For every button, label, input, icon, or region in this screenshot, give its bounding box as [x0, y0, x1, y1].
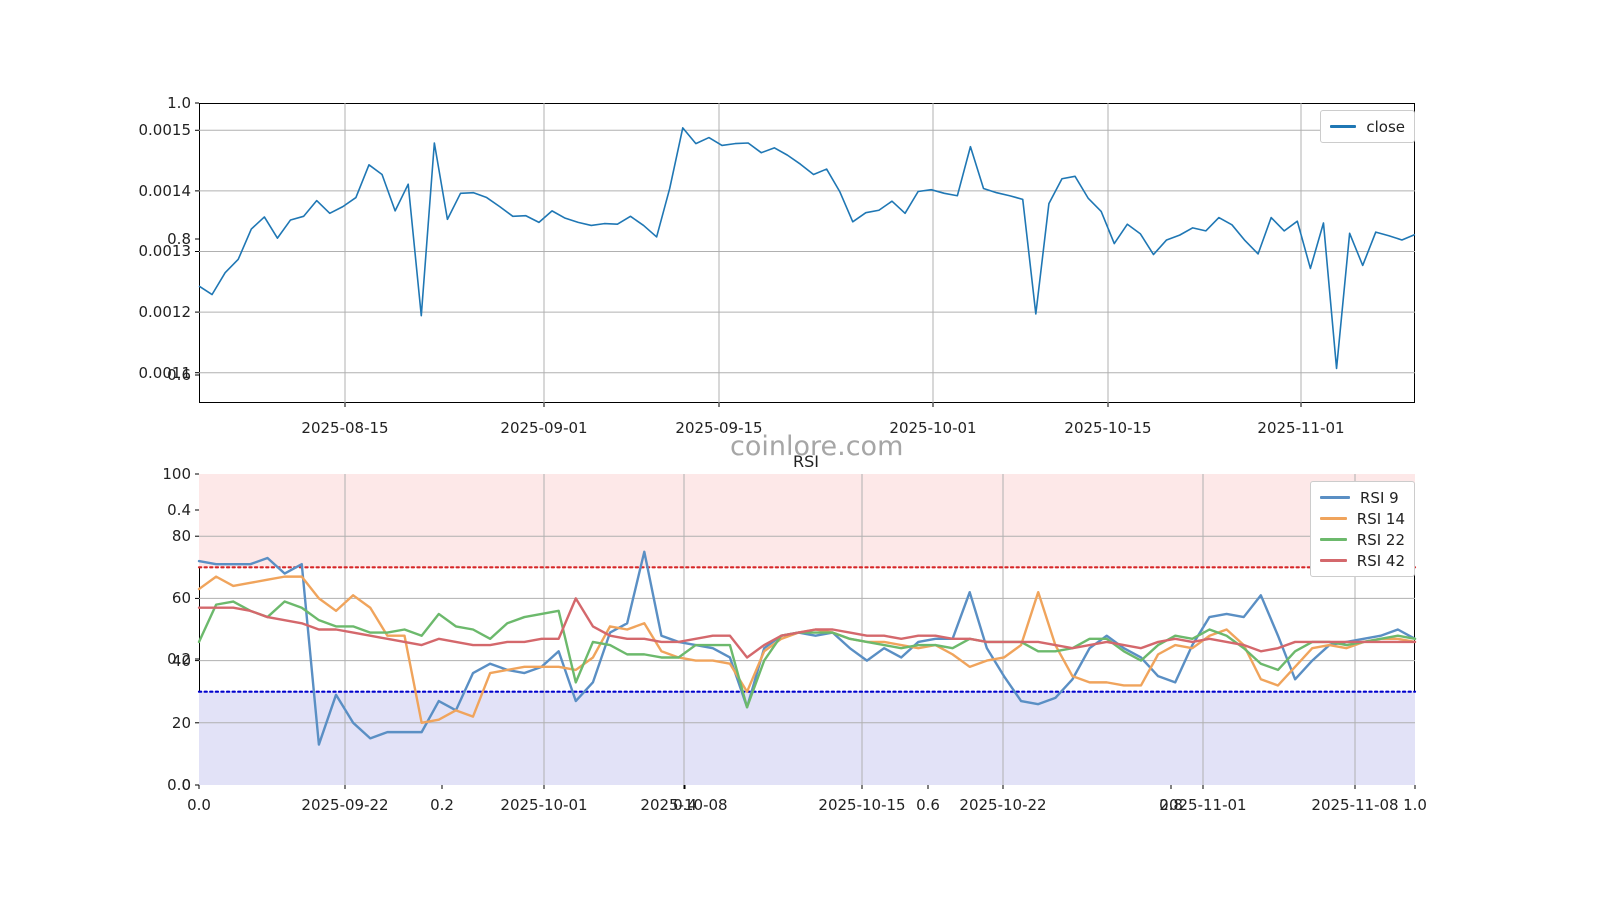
rsi-x-overlay-tick: 0.6 — [916, 796, 940, 814]
price-legend: close — [1320, 110, 1415, 143]
legend-item: RSI 42 — [1320, 550, 1405, 571]
legend-color-swatch — [1330, 125, 1357, 128]
legend-label: RSI 42 — [1356, 551, 1405, 570]
rsi-y-tick: 100 — [162, 465, 191, 483]
rsi-x-tick: 2025-10-08 — [640, 796, 728, 814]
rsi-y-tick: 60 — [171, 589, 191, 608]
legend-item: RSI 22 — [1320, 529, 1405, 550]
price-y-tick: 0.0012 — [138, 303, 192, 322]
price-y-overlay-tick: 0.6 — [167, 366, 191, 384]
legend-color-swatch — [1320, 495, 1350, 500]
price-plot-area — [199, 103, 1415, 403]
rsi-x-tick: 2025-11-01 — [1159, 796, 1247, 814]
rsi-legend: RSI 9 RSI 14 RSI 22 RSI 42 — [1310, 481, 1415, 577]
rsi-x-tick: 2025-10-22 — [959, 796, 1047, 814]
legend-color-swatch — [1320, 558, 1347, 563]
rsi-y-tick: 80 — [171, 527, 191, 546]
legend-color-swatch — [1320, 516, 1347, 521]
rsi-panel-title: RSI — [793, 452, 819, 471]
rsi-y-tick: 40 — [171, 651, 191, 670]
price-y-tick: 0.0011 — [138, 363, 192, 382]
rsi-x-overlay-tick: 0.2 — [430, 796, 454, 814]
rsi-y-overlay-tick: 0.0 — [167, 776, 191, 794]
legend-label: close — [1366, 117, 1405, 136]
legend-item: RSI 14 — [1320, 508, 1405, 529]
legend-item: close — [1330, 116, 1405, 137]
price-x-tick: 2025-11-01 — [1257, 419, 1345, 437]
price-x-tick: 2025-10-15 — [1064, 419, 1152, 437]
rsi-x-tick: 2025-09-22 — [301, 796, 389, 814]
price-x-tick: 2025-10-01 — [889, 419, 977, 437]
rsi-x-overlay-tick: 0.4 — [673, 796, 697, 814]
price-x-tick: 2025-08-15 — [301, 419, 389, 437]
rsi-y-overlay-tick: 0.4 — [167, 501, 191, 519]
rsi-x-tick: 2025-10-01 — [500, 796, 588, 814]
price-x-tick: 2025-09-15 — [675, 419, 763, 437]
rsi-x-overlay-tick: 0.8 — [1159, 796, 1183, 814]
rsi-y-tick: 0 — [181, 776, 191, 794]
legend-label: RSI 14 — [1356, 509, 1405, 528]
price-y-tick: 0.0015 — [138, 121, 192, 140]
legend-label: RSI 22 — [1356, 530, 1405, 549]
rsi-y-overlay-tick: 0.2 — [167, 650, 191, 668]
price-y-tick: 0.0013 — [138, 242, 192, 261]
price-y-overlay-tick: 1.0 — [167, 94, 191, 112]
watermark: coinlore.com — [730, 431, 904, 462]
rsi-x-tick: 2025-11-08 — [1311, 796, 1399, 814]
price-y-tick: 0.0014 — [138, 181, 192, 200]
price-y-overlay-tick: 0.8 — [167, 230, 191, 248]
rsi-x-overlay-tick: 1.0 — [1403, 796, 1427, 814]
rsi-y-tick: 20 — [171, 713, 191, 732]
price-x-tick: 2025-09-01 — [500, 419, 588, 437]
legend-item: RSI 9 — [1320, 487, 1405, 508]
rsi-x-overlay-tick: 0.0 — [187, 796, 211, 814]
rsi-x-tick: 2025-10-15 — [818, 796, 906, 814]
legend-color-swatch — [1320, 537, 1347, 542]
legend-label: RSI 9 — [1360, 488, 1399, 507]
